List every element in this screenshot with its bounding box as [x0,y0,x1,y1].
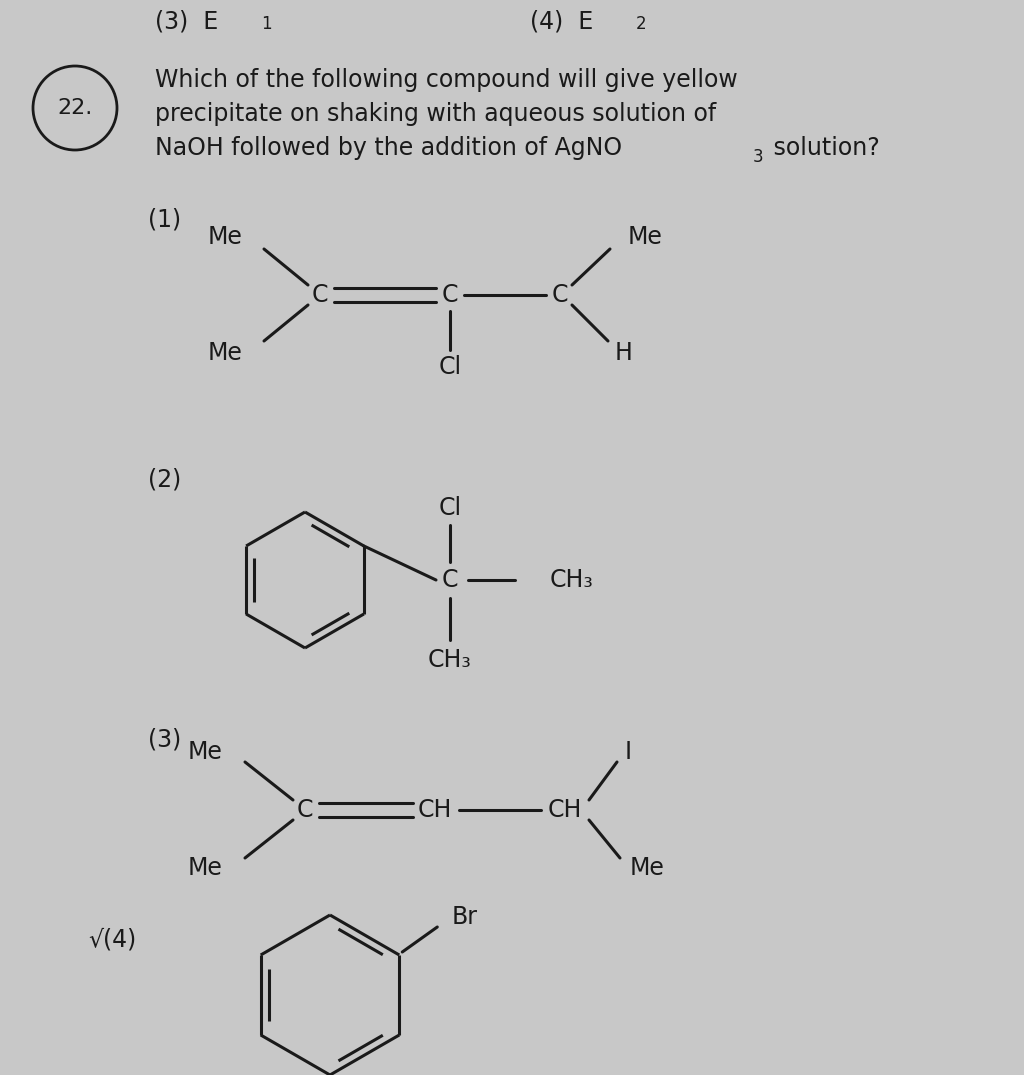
Text: 2: 2 [636,15,646,33]
Text: CH: CH [418,798,453,822]
Text: Me: Me [188,856,223,880]
Text: C: C [311,283,329,307]
Text: √(4): √(4) [88,928,136,952]
Text: (2): (2) [148,468,181,492]
Text: I: I [625,740,632,764]
Text: 3: 3 [753,148,764,166]
Text: Me: Me [630,856,665,880]
Text: 22.: 22. [57,98,92,118]
Text: Me: Me [207,225,242,249]
Text: CH₃: CH₃ [428,648,472,672]
Text: (3)  E: (3) E [155,10,218,34]
Text: NaOH followed by the addition of AgNO: NaOH followed by the addition of AgNO [155,137,623,160]
Text: Me: Me [188,740,223,764]
Text: Me: Me [207,341,242,366]
Text: Me: Me [628,225,663,249]
Text: C: C [297,798,313,822]
Text: C: C [441,283,459,307]
Text: (3): (3) [148,728,181,752]
Text: CH₃: CH₃ [550,568,594,592]
Text: precipitate on shaking with aqueous solution of: precipitate on shaking with aqueous solu… [155,102,716,126]
Text: Cl: Cl [438,496,462,520]
Text: (1): (1) [148,207,181,232]
Text: Which of the following compound will give yellow: Which of the following compound will giv… [155,68,737,92]
Text: 1: 1 [261,15,271,33]
Text: Br: Br [452,905,477,929]
Text: (4)  E: (4) E [530,10,593,34]
Text: H: H [615,341,633,366]
Text: C: C [552,283,568,307]
Text: solution?: solution? [766,137,880,160]
Text: CH: CH [548,798,583,822]
Text: Cl: Cl [438,355,462,379]
Text: C: C [441,568,459,592]
